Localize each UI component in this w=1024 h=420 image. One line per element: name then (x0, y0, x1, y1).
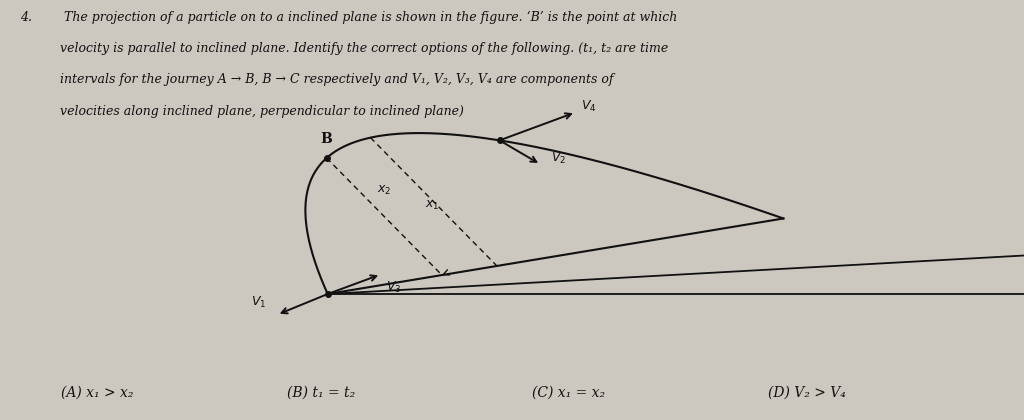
Text: intervals for the journey A → B, B → C respectively and V₁, V₂, V₃, V₄ are compo: intervals for the journey A → B, B → C r… (20, 74, 614, 87)
Text: $x_2$: $x_2$ (378, 184, 392, 197)
Text: $V_4$: $V_4$ (581, 99, 596, 114)
Text: B: B (321, 132, 333, 146)
Text: (B) t₁ = t₂: (B) t₁ = t₂ (287, 386, 355, 400)
Text: 4.        The projection of a particle on to a inclined plane is shown in the fi: 4. The projection of a particle on to a … (20, 10, 678, 24)
Text: (A) x₁ > x₂: (A) x₁ > x₂ (61, 386, 134, 400)
Text: $V_1$: $V_1$ (252, 295, 266, 310)
Text: $V_2$: $V_2$ (551, 151, 566, 166)
Text: velocity is parallel to inclined plane. Identify the correct options of the foll: velocity is parallel to inclined plane. … (20, 42, 669, 55)
Text: (D) V₂ > V₄: (D) V₂ > V₄ (768, 386, 846, 400)
Text: velocities along inclined plane, perpendicular to inclined plane): velocities along inclined plane, perpend… (20, 105, 464, 118)
Text: (C) x₁ = x₂: (C) x₁ = x₂ (532, 386, 605, 400)
Text: $V_3$: $V_3$ (386, 280, 401, 295)
Text: $x_1$: $x_1$ (425, 199, 439, 212)
